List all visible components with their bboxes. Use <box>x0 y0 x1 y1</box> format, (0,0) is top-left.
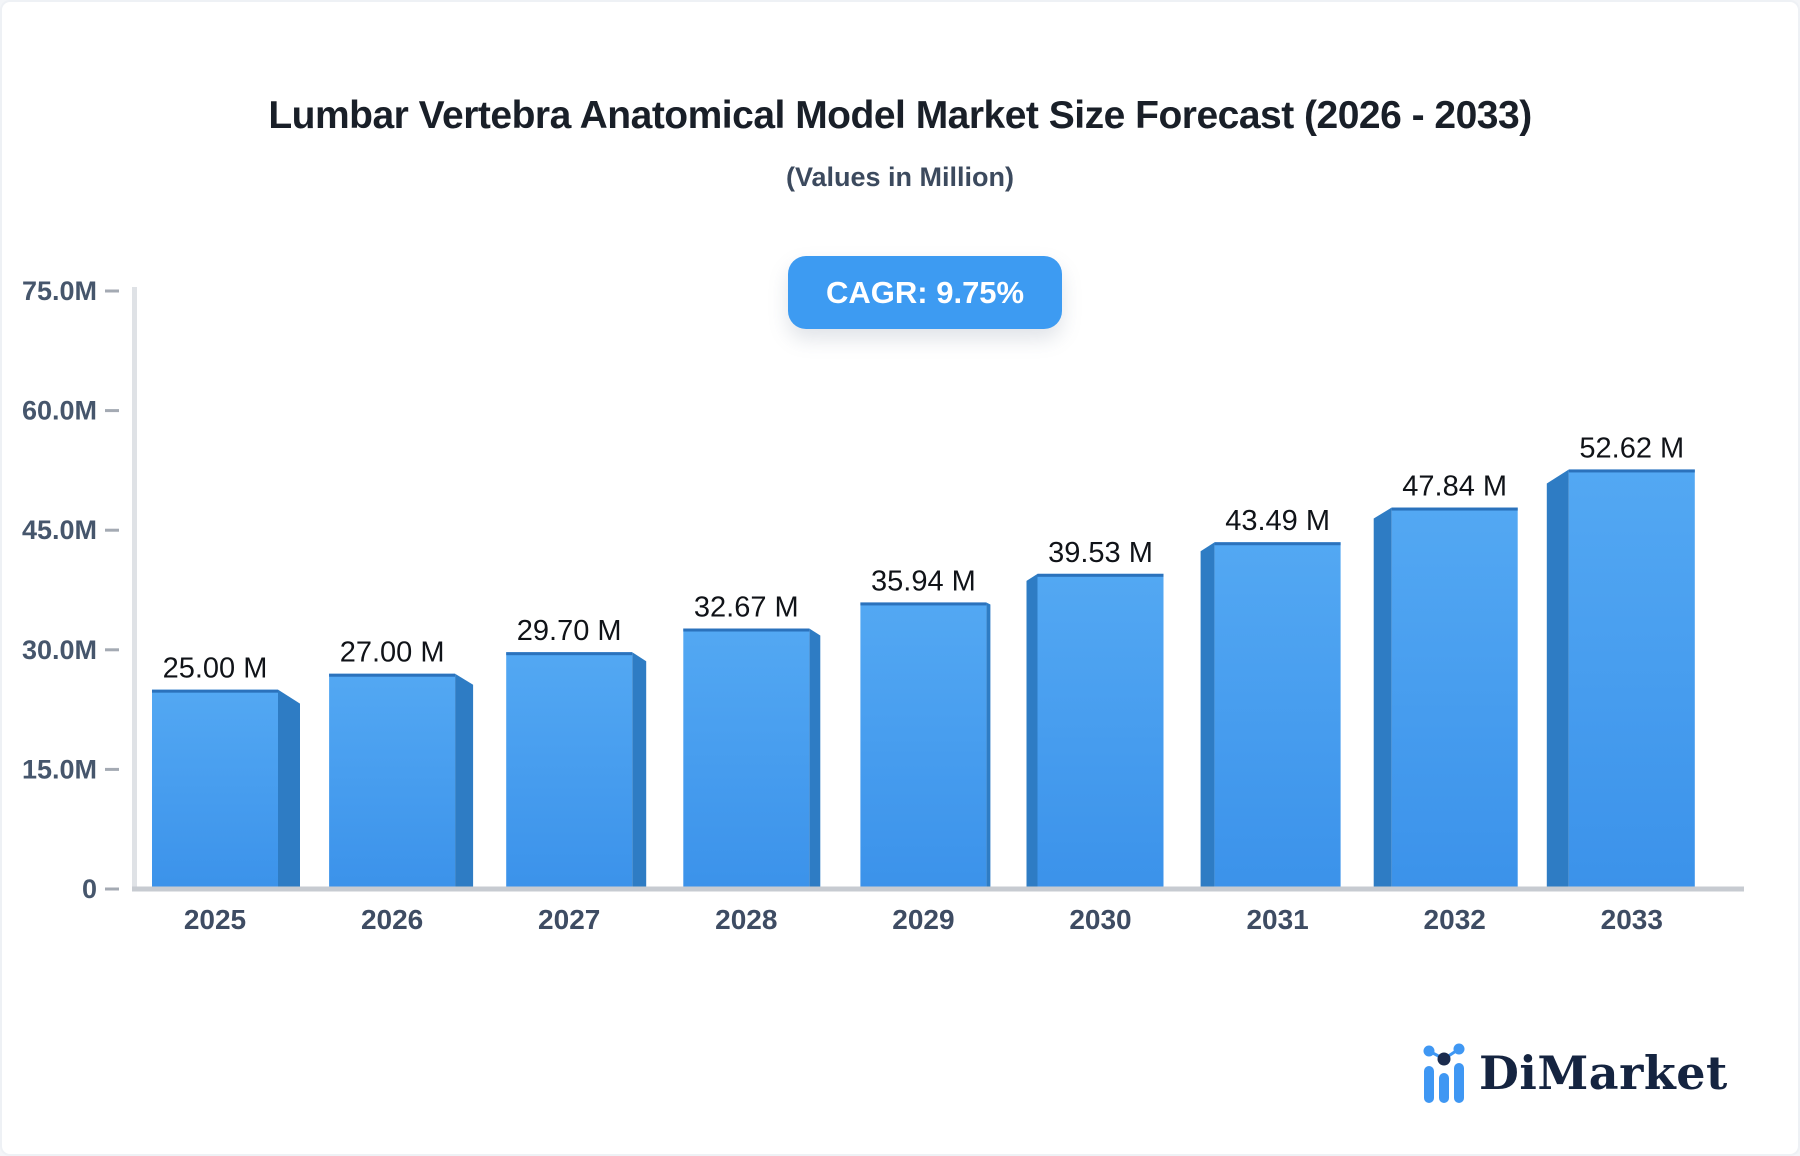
x-category-label: 2029 <box>892 904 954 935</box>
x-category-label: 2032 <box>1424 904 1486 935</box>
bar-value-label: 25.00 M <box>163 653 268 685</box>
bar-2032 <box>1391 507 1518 891</box>
y-tick-label: 15.0M <box>22 754 97 784</box>
y-tick-mark <box>105 289 119 293</box>
bar-value-label: 39.53 M <box>1048 537 1153 569</box>
bar-side-2032 <box>1373 507 1392 891</box>
y-tick-mark <box>105 767 119 771</box>
bar-value-label: 43.49 M <box>1225 505 1330 537</box>
bar-value-label: 27.00 M <box>340 637 445 669</box>
x-category-label: 2031 <box>1246 904 1308 935</box>
brand-name: DiMarket <box>1479 1046 1728 1100</box>
bar-2033 <box>1568 469 1695 891</box>
x-category-label: 2028 <box>715 904 777 935</box>
x-category-label: 2027 <box>538 904 600 935</box>
bar-side-2027 <box>632 652 647 891</box>
bar-2030 <box>1037 573 1164 891</box>
bar-top-edge <box>1568 469 1695 473</box>
y-tick-mark <box>105 887 119 891</box>
bar-side-2030 <box>1026 573 1038 891</box>
x-category-label: 2026 <box>361 904 423 935</box>
bar-value-label: 29.70 M <box>517 615 622 647</box>
y-tick-mark <box>105 648 119 652</box>
bar-value-label: 35.94 M <box>871 565 976 597</box>
bar-side-2029 <box>986 602 991 891</box>
bar-top-edge <box>506 652 633 656</box>
x-category-label: 2025 <box>184 904 246 935</box>
x-category-label: 2030 <box>1069 904 1131 935</box>
y-tick-label: 75.0M <box>22 276 97 306</box>
bar-side-2033 <box>1546 469 1569 891</box>
y-tick-label: 60.0M <box>22 396 97 426</box>
y-tick-label: 0 <box>82 874 97 904</box>
bar-top-edge <box>683 628 810 632</box>
chart-title: Lumbar Vertebra Anatomical Model Market … <box>268 94 1532 137</box>
bar-2031 <box>1214 542 1341 891</box>
bar-top-edge <box>860 602 987 606</box>
bar-line-chart-icon <box>1423 1043 1465 1103</box>
bar-side-2028 <box>809 628 821 891</box>
bar-side-2031 <box>1200 542 1215 891</box>
y-axis-line <box>132 287 137 891</box>
bar-top-edge <box>1214 542 1341 546</box>
y-tick-label: 30.0M <box>22 635 97 665</box>
dimarket-logo: DiMarket <box>1420 1042 1728 1104</box>
bar-2025 <box>152 689 278 891</box>
bar-side-2025 <box>278 689 300 891</box>
bar-top-edge <box>329 673 456 677</box>
chart-subtitle: (Values in Million) <box>785 162 1015 192</box>
bar-value-label: 32.67 M <box>694 592 799 624</box>
bar-2026 <box>329 673 456 891</box>
bar-top-edge <box>152 689 278 693</box>
bar-2028 <box>683 628 810 891</box>
bar-value-label: 52.62 M <box>1579 432 1684 464</box>
y-tick-label: 45.0M <box>22 515 97 545</box>
bar-2029 <box>860 602 987 891</box>
bar-2027 <box>506 652 633 891</box>
x-axis-line <box>132 886 1744 892</box>
x-category-label: 2033 <box>1601 904 1663 935</box>
y-tick-mark <box>105 528 119 532</box>
bar-value-label: 47.84 M <box>1402 471 1507 503</box>
bar-top-edge <box>1391 507 1518 511</box>
cagr-badge: CAGR: 9.75% <box>788 256 1063 329</box>
bar-top-edge <box>1037 573 1164 577</box>
bar-side-2026 <box>455 673 474 891</box>
y-tick-mark <box>105 409 119 413</box>
